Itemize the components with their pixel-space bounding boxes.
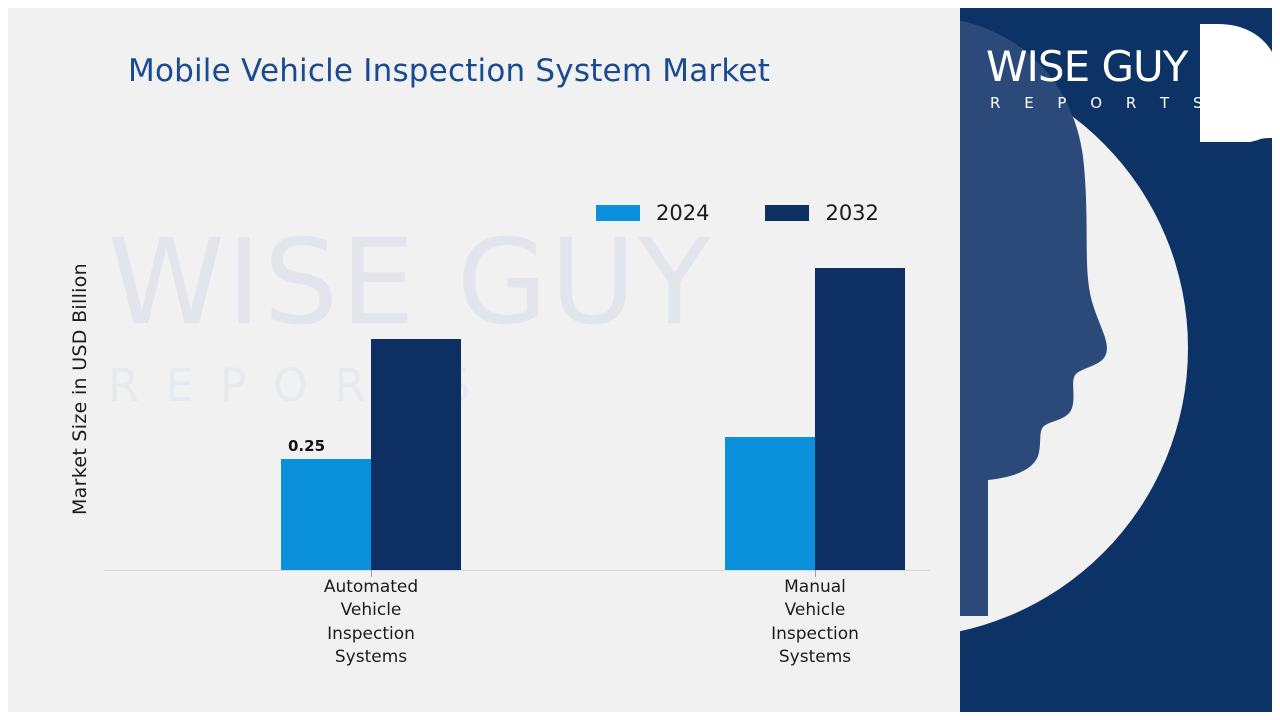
logo-head-outline-icon — [1200, 24, 1272, 142]
legend-swatch-2024 — [596, 205, 640, 221]
brand-side-panel: WISE GUY R E P O R T S — [960, 8, 1272, 712]
x-axis-category-label: Manual Vehicle Inspection Systems — [715, 576, 915, 669]
legend-item-2024[interactable]: 2024 — [596, 201, 709, 225]
category-label-line: Automated — [323, 577, 419, 597]
chart-title: Mobile Vehicle Inspection System Market — [128, 53, 771, 89]
head-silhouette-icon — [960, 20, 1107, 616]
bar-2032-cat0[interactable] — [371, 339, 461, 570]
chart-legend: 2024 2032 — [596, 201, 879, 225]
category-label-line: Systems — [778, 646, 852, 667]
legend-item-2032[interactable]: 2032 — [765, 201, 879, 225]
legend-label-2032: 2032 — [825, 201, 879, 225]
brand-logo-wordmark: WISE GUY — [986, 42, 1188, 91]
x-axis-tick — [815, 570, 816, 577]
category-label-line: Vehicle — [784, 600, 846, 621]
bar-2032-cat1[interactable] — [815, 268, 905, 570]
category-label-line: Manual — [784, 577, 846, 597]
category-label-line: Vehicle — [340, 600, 402, 621]
brand-logo-subtext: R E P O R T S — [990, 94, 1212, 112]
brand-logo: WISE GUY R E P O R T S — [986, 24, 1272, 142]
plot-area: 0.25 Automated Vehicle Inspection Systems Ma… — [8, 8, 968, 712]
bar-2024-cat0[interactable] — [281, 459, 371, 570]
bar-value-label: 0.25 — [288, 437, 326, 455]
x-axis-tick — [371, 570, 372, 577]
x-axis-category-label: Automated Vehicle Inspection Systems — [271, 576, 471, 669]
category-label-line: Inspection — [771, 623, 859, 644]
x-axis-baseline — [104, 570, 930, 571]
bar-2024-cat1[interactable] — [725, 437, 815, 570]
category-label-line: Systems — [334, 646, 408, 667]
legend-label-2024: 2024 — [656, 201, 710, 225]
category-label-line: Inspection — [327, 623, 415, 644]
legend-swatch-2032 — [765, 205, 810, 221]
